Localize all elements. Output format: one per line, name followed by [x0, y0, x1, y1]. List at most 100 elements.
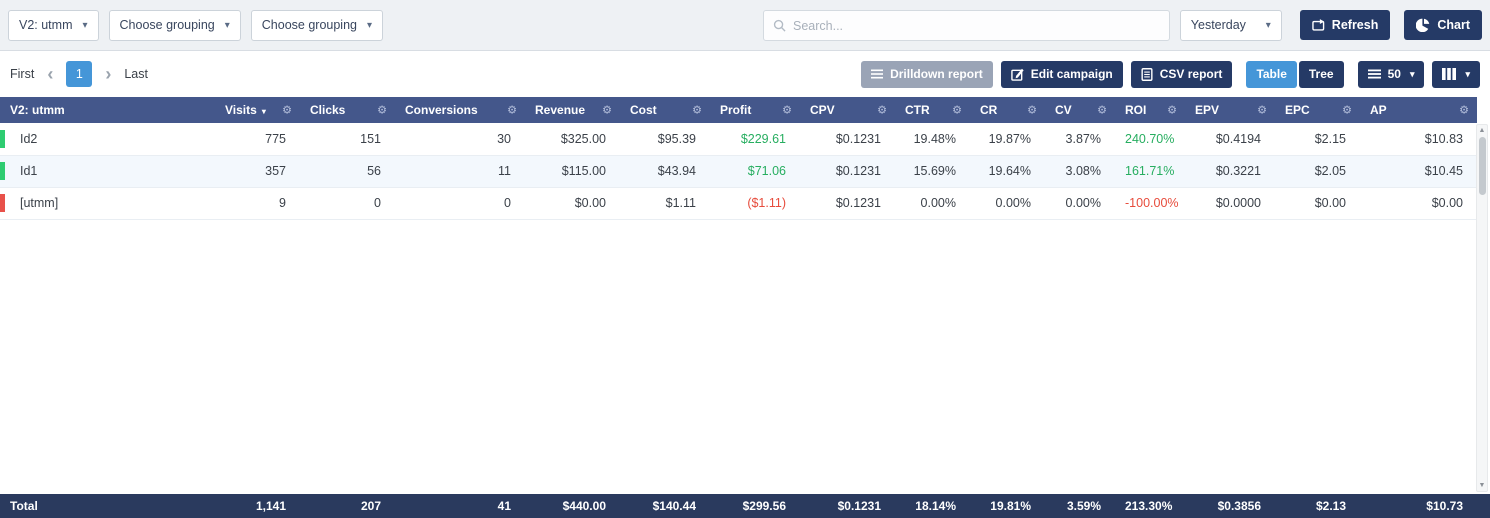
column-header-roi[interactable]: ROI ⚙: [1115, 97, 1185, 123]
table-view-button[interactable]: Table: [1246, 60, 1297, 88]
drilldown-report-button[interactable]: Drilldown report: [861, 60, 993, 88]
total-epv: $0.3856: [1185, 494, 1275, 518]
columns-settings-dropdown[interactable]: ▾: [1432, 60, 1480, 88]
search-icon: [773, 19, 786, 32]
scroll-up-icon[interactable]: ▲: [1478, 127, 1486, 134]
table-row[interactable]: [utmm] 9 0 0 $0.00 $1.11 ($1.11) $0.1231…: [0, 187, 1477, 220]
gear-icon[interactable]: ⚙: [952, 104, 962, 117]
column-header-ap[interactable]: AP ⚙: [1360, 97, 1477, 123]
column-header-v2-utmm[interactable]: V2: utmm: [0, 97, 215, 123]
gear-icon[interactable]: ⚙: [1097, 104, 1107, 117]
rows-icon: [1367, 69, 1381, 79]
cell-roi: 161.71%: [1115, 155, 1185, 188]
row-name-cell: [utmm]: [0, 187, 215, 220]
gear-icon[interactable]: ⚙: [692, 104, 702, 117]
pagination-first[interactable]: First: [10, 67, 35, 81]
column-header-clicks[interactable]: Clicks ⚙: [300, 97, 395, 123]
scrollbar-thumb[interactable]: [1478, 137, 1486, 195]
gear-icon[interactable]: ⚙: [877, 104, 887, 117]
drilldown-report-label: Drilldown report: [890, 67, 983, 81]
chevron-left-icon[interactable]: ‹: [47, 64, 54, 84]
gear-icon[interactable]: ⚙: [1027, 104, 1037, 117]
toolbar-right-group: Yesterday ▾ Refresh Chart: [1179, 9, 1482, 41]
cell-ctr: 0.00%: [895, 187, 970, 220]
report-table: V2: utmm Visits ▾ ⚙ Clicks ⚙ Conversions ⚙ R…: [0, 97, 1490, 220]
table-row[interactable]: Id2 775 151 30 $325.00 $95.39 $229.61 $0…: [0, 123, 1477, 156]
gear-icon[interactable]: ⚙: [1257, 104, 1267, 117]
total-cost: $140.44: [620, 494, 710, 518]
gear-icon[interactable]: ⚙: [1459, 104, 1469, 117]
edit-pencil-icon: [1010, 68, 1024, 81]
column-label: Visits: [225, 103, 257, 117]
cell-cv: 3.08%: [1045, 155, 1115, 188]
column-header-revenue[interactable]: Revenue ⚙: [525, 97, 620, 123]
rows-per-page-value: 50: [1387, 67, 1401, 81]
cell-conversions: 11: [395, 155, 525, 188]
gear-icon[interactable]: ⚙: [377, 104, 387, 117]
cell-ctr: 15.69%: [895, 155, 970, 188]
grouping-dropdown-1[interactable]: Choose grouping ▾: [108, 9, 241, 41]
table-header-row: V2: utmm Visits ▾ ⚙ Clicks ⚙ Conversions ⚙ R…: [0, 97, 1477, 123]
cell-conversions: 0: [395, 187, 525, 220]
column-header-epc[interactable]: EPC ⚙: [1275, 97, 1360, 123]
column-label: CTR: [905, 103, 930, 117]
cell-visits: 775: [215, 123, 300, 156]
table-view-label: Table: [1256, 67, 1287, 81]
chart-button[interactable]: Chart: [1404, 10, 1482, 40]
column-header-epv[interactable]: EPV ⚙: [1185, 97, 1275, 123]
cell-revenue: $0.00: [525, 187, 620, 220]
total-cr: 19.81%: [970, 494, 1045, 518]
cell-cpv: $0.1231: [800, 155, 895, 188]
table-row[interactable]: Id1 357 56 11 $115.00 $43.94 $71.06 $0.1…: [0, 155, 1477, 188]
cell-cv: 3.87%: [1045, 123, 1115, 156]
column-header-cost[interactable]: Cost ⚙: [620, 97, 710, 123]
gear-icon[interactable]: ⚙: [1342, 104, 1352, 117]
chevron-right-icon[interactable]: ›: [105, 64, 112, 84]
pagination-page-1[interactable]: 1: [66, 61, 93, 87]
pagination-last[interactable]: Last: [124, 67, 148, 81]
scroll-down-icon[interactable]: ▼: [1478, 482, 1486, 489]
status-indicator-green: [0, 129, 5, 148]
column-header-cpv[interactable]: CPV ⚙: [800, 97, 895, 123]
column-label: AP: [1370, 103, 1387, 117]
column-header-visits[interactable]: Visits ▾ ⚙: [215, 97, 300, 123]
top-toolbar: V2: utmm ▾ Choose grouping ▾ Choose grou…: [0, 0, 1490, 51]
column-header-cr[interactable]: CR ⚙: [970, 97, 1045, 123]
edit-campaign-button[interactable]: Edit campaign: [1000, 60, 1123, 88]
campaign-variable-dropdown[interactable]: V2: utmm ▾: [8, 9, 99, 41]
csv-report-button[interactable]: CSV report: [1130, 60, 1233, 88]
cell-cv: 0.00%: [1045, 187, 1115, 220]
column-header-ctr[interactable]: CTR ⚙: [895, 97, 970, 123]
cell-revenue: $115.00: [525, 155, 620, 188]
cell-cr: 19.87%: [970, 123, 1045, 156]
row-name: Id1: [20, 164, 38, 178]
csv-report-label: CSV report: [1159, 67, 1223, 81]
column-header-cv[interactable]: CV ⚙: [1045, 97, 1115, 123]
grouping-2-value: Choose grouping: [261, 18, 357, 32]
cell-ap: $10.83: [1360, 123, 1477, 156]
column-header-profit[interactable]: Profit ⚙: [710, 97, 800, 123]
search-input[interactable]: [793, 18, 1160, 33]
action-bar: First ‹ 1 › Last Drilldown report Edit c…: [0, 51, 1490, 97]
rows-per-page-dropdown[interactable]: 50 ▾: [1357, 60, 1425, 88]
gear-icon[interactable]: ⚙: [782, 104, 792, 117]
cell-clicks: 0: [300, 187, 395, 220]
gear-icon[interactable]: ⚙: [282, 104, 292, 117]
gear-icon[interactable]: ⚙: [1167, 104, 1177, 117]
tree-view-button[interactable]: Tree: [1298, 60, 1344, 88]
grouping-1-value: Choose grouping: [119, 18, 215, 32]
column-label: V2: utmm: [10, 103, 65, 117]
search-box: [763, 10, 1170, 41]
edit-campaign-label: Edit campaign: [1030, 67, 1113, 81]
grouping-dropdown-2[interactable]: Choose grouping ▾: [250, 9, 384, 41]
refresh-button[interactable]: Refresh: [1299, 10, 1391, 40]
column-header-conversions[interactable]: Conversions ⚙: [395, 97, 525, 123]
vertical-scrollbar[interactable]: ▲ ▼: [1476, 124, 1488, 492]
gear-icon[interactable]: ⚙: [507, 104, 517, 117]
date-range-dropdown[interactable]: Yesterday ▾: [1179, 9, 1282, 41]
refresh-label: Refresh: [1331, 18, 1379, 32]
gear-icon[interactable]: ⚙: [602, 104, 612, 117]
cell-epv: $0.0000: [1185, 187, 1275, 220]
chevron-down-icon: ▾: [367, 19, 373, 31]
